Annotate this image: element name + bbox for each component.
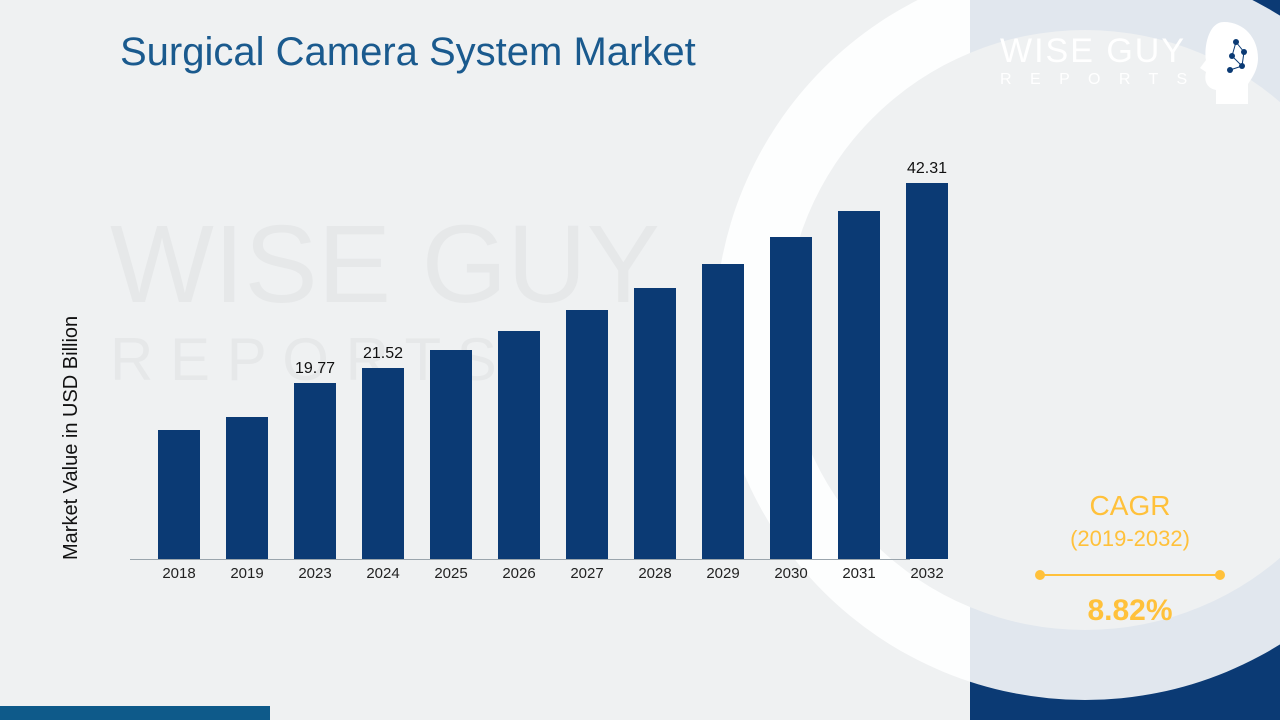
bar [566,310,608,559]
bar [498,331,540,559]
x-tick: 2023 [298,565,331,582]
bar [702,264,744,559]
bar [770,237,812,559]
bar-chart: Market Value in USD Billion 19.7721.5242… [40,160,910,600]
cagr-value: 8.82% [1040,594,1220,628]
bar-value-label: 19.77 [295,360,335,378]
cagr-title: CAGR [1040,490,1220,522]
chart-title: Surgical Camera System Market [120,30,696,75]
bar [158,430,200,559]
x-tick: 2025 [434,565,467,582]
bar [226,417,268,559]
x-tick: 2029 [706,565,739,582]
bar [294,383,336,559]
x-tick: 2027 [570,565,603,582]
accent-strip [0,706,270,720]
bar-value-label: 42.31 [907,160,947,178]
bar [362,368,404,559]
canvas: WISE GUY R E P O R T S Surgical Camera S… [0,0,1280,720]
x-tick: 2031 [842,565,875,582]
x-tick: 2030 [774,565,807,582]
bar [906,183,948,559]
brand-logo: WISE GUY R E P O R T S [1000,34,1194,88]
bar-value-label: 21.52 [363,345,403,363]
bar [838,211,880,559]
cagr-divider [1040,574,1220,576]
x-tick: 2019 [230,565,263,582]
plot-area: 19.7721.5242.31 [130,160,910,560]
cagr-block: CAGR (2019-2032) 8.82% [1040,490,1220,628]
brand-line1: WISE GUY [1000,34,1194,68]
bar [430,350,472,559]
x-tick: 2024 [366,565,399,582]
bar [634,288,676,559]
cagr-years: (2019-2032) [1040,526,1220,552]
x-tick: 2028 [638,565,671,582]
x-tick: 2018 [162,565,195,582]
y-axis-label: Market Value in USD Billion [60,316,83,560]
brand-line2: R E P O R T S [1000,72,1194,88]
x-tick: 2026 [502,565,535,582]
x-tick: 2032 [910,565,943,582]
x-axis: 2018 2019 2023 2024 2025 2026 2027 2028 2029 2030… [130,560,910,600]
head-profile-icon [1186,18,1266,108]
